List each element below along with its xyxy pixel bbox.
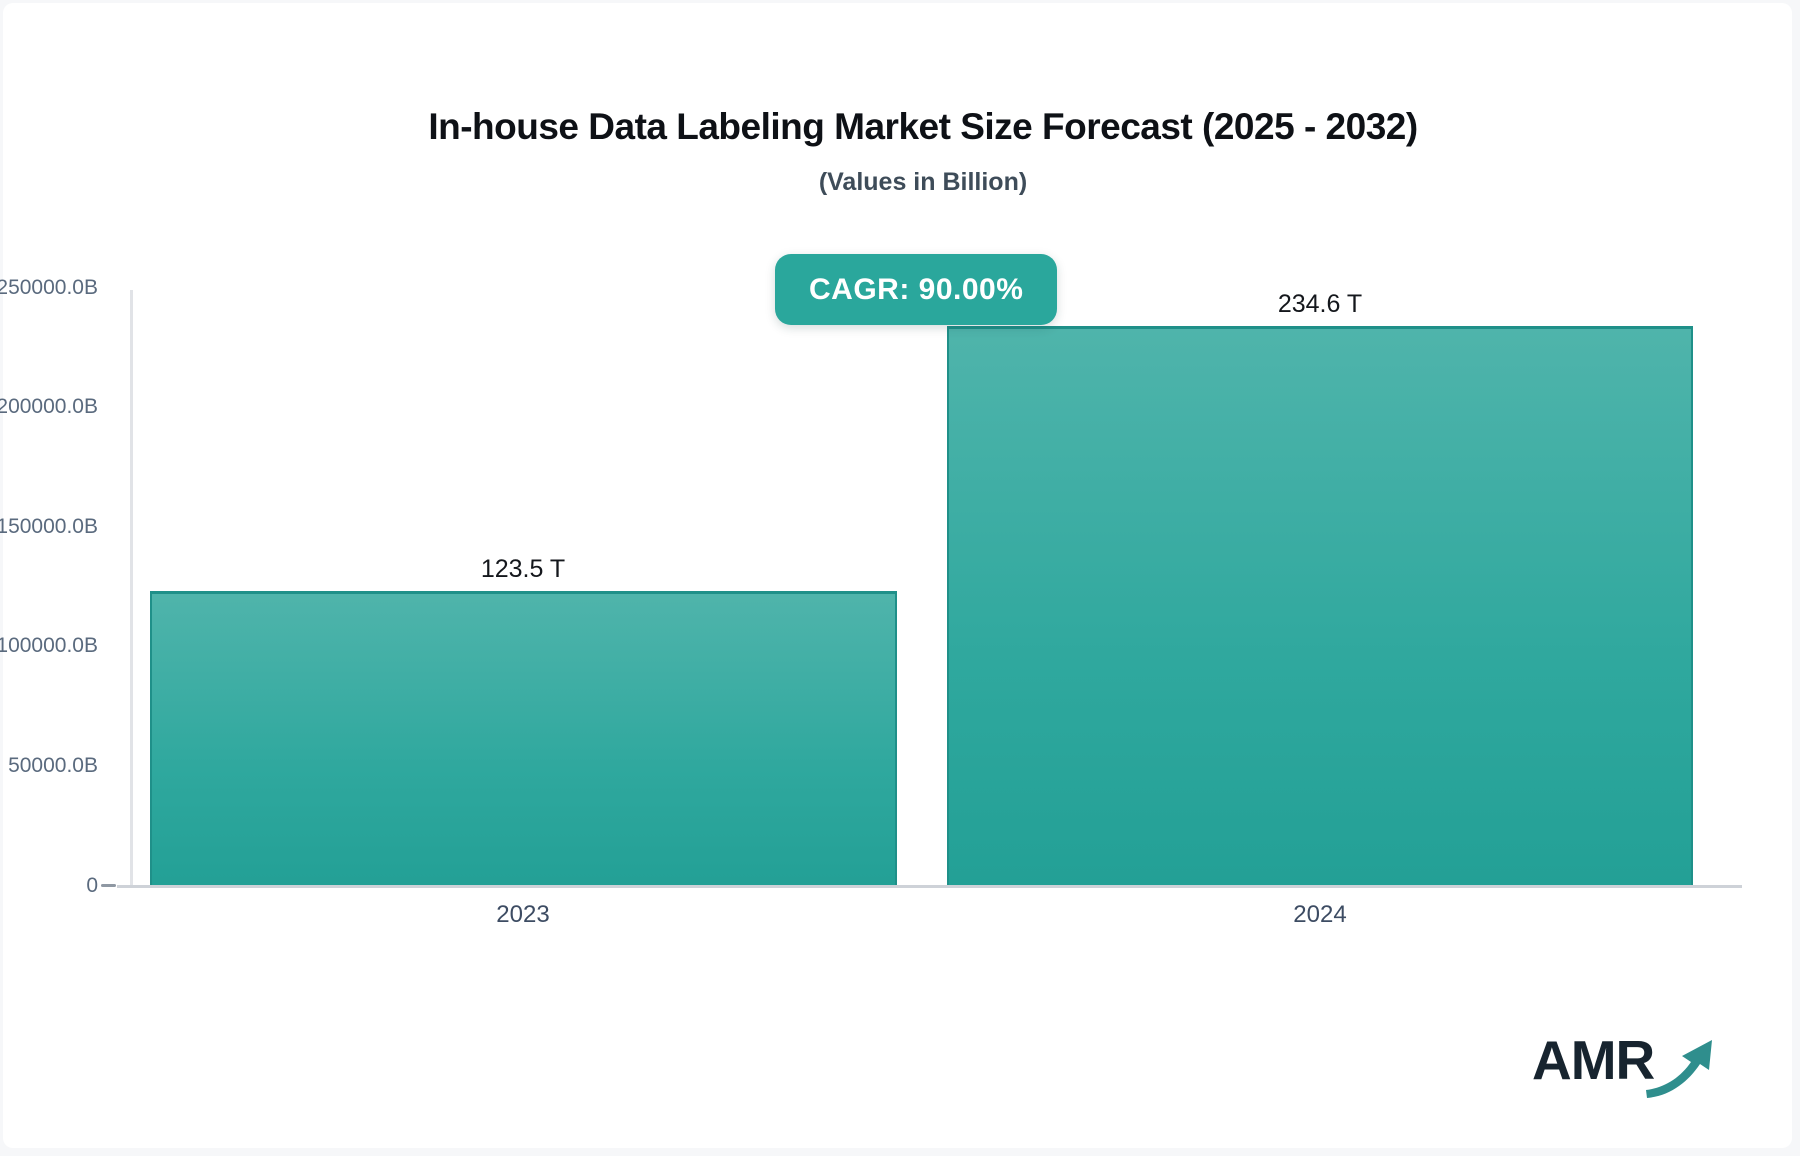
cagr-badge: CAGR: 90.00%	[775, 254, 1058, 325]
amr-logo: AMR	[1532, 1030, 1716, 1105]
growth-arrow-icon	[1644, 1036, 1716, 1105]
y-axis-tick-label: 200000.0B	[0, 395, 98, 418]
y-axis-tick-label: 50000.0B	[8, 754, 98, 777]
bar-value-label-2024: 234.6 T	[1277, 289, 1363, 318]
bar-2024[interactable]	[947, 325, 1693, 885]
zero-tick-mark	[101, 884, 116, 887]
x-axis-label-2024: 2024	[1293, 901, 1347, 928]
bar-2023[interactable]	[150, 590, 897, 885]
y-axis-tick-label: 100000.0B	[0, 634, 98, 657]
page-title: In-house Data Labeling Market Size Forec…	[428, 106, 1418, 147]
y-axis-tick-label: 0	[86, 874, 98, 897]
y-axis-tick-label: 250000.0B	[0, 276, 98, 299]
bar-value-label-2023: 123.5 T	[480, 554, 566, 583]
x-axis-line	[117, 885, 1742, 888]
x-axis-label-2023: 2023	[496, 901, 550, 928]
logo-text: AMR	[1532, 1029, 1655, 1091]
y-axis-line	[130, 290, 133, 888]
y-axis-tick-label: 150000.0B	[0, 515, 98, 538]
chart-subtitle: (Values in Billion)	[818, 168, 1028, 196]
